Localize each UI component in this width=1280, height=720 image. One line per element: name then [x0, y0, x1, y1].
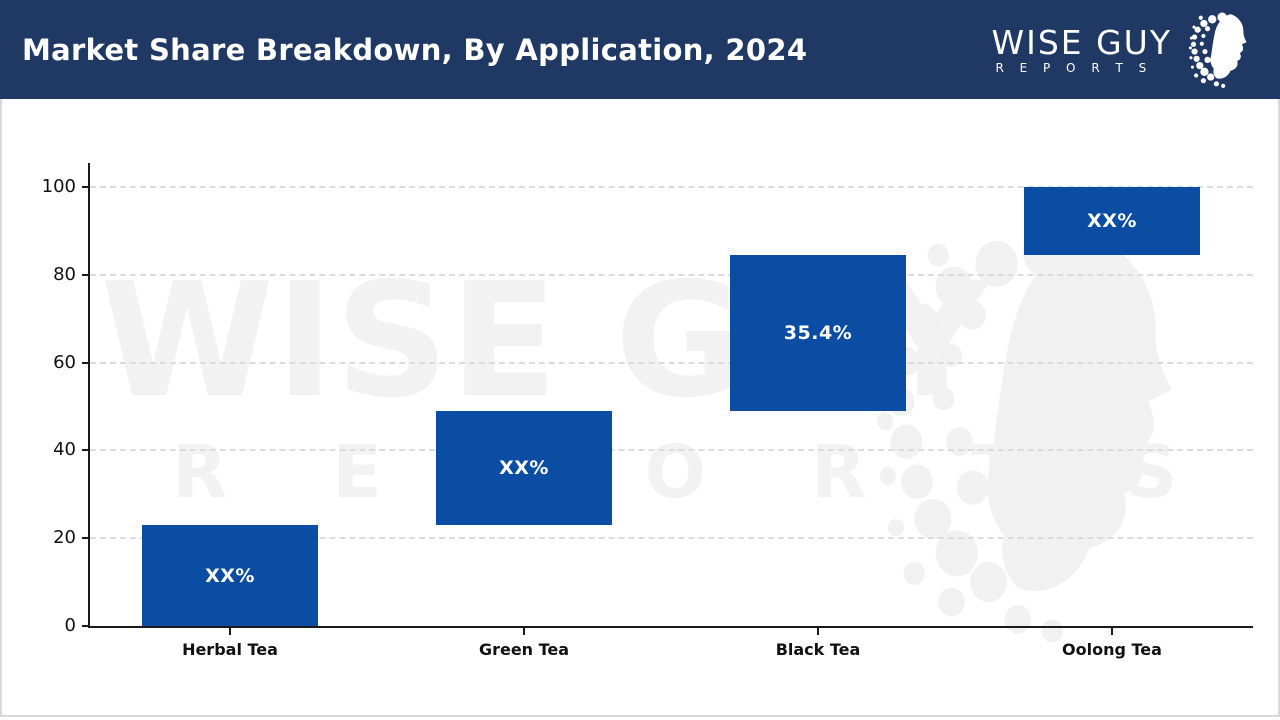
- bar-segment: XX%: [1024, 187, 1200, 256]
- y-axis-line: [88, 163, 90, 628]
- page-title: Market Share Breakdown, By Application, …: [22, 32, 808, 67]
- x-category-label: Black Tea: [775, 640, 861, 659]
- brand-logo-text: WISE GUY R E P O R T S: [991, 26, 1172, 74]
- y-tick-label: 0: [64, 615, 76, 636]
- y-tick-label: 80: [53, 263, 76, 285]
- y-tick-label: 20: [53, 527, 76, 549]
- y-tick-mark: [82, 625, 90, 627]
- x-tick-mark: [817, 628, 819, 635]
- grid-line: [90, 273, 1253, 276]
- y-tick-mark: [82, 449, 90, 452]
- bar-segment: XX%: [142, 525, 318, 626]
- y-tick-mark: [82, 273, 90, 276]
- bar-value-label: XX%: [205, 564, 255, 587]
- brand-subtitle: R E P O R T S: [995, 60, 1153, 75]
- y-tick-mark: [82, 186, 90, 188]
- brand-head-icon: [1188, 12, 1247, 88]
- grid-line: [90, 537, 1253, 540]
- y-tick-label: 100: [41, 176, 76, 197]
- bar-segment: 35.4%: [730, 255, 906, 411]
- y-tick-mark: [82, 537, 90, 540]
- x-tick-mark: [229, 628, 231, 635]
- bar-segment: XX%: [436, 410, 612, 525]
- x-category-label: Herbal Tea: [182, 640, 278, 659]
- y-tick-mark: [82, 361, 90, 364]
- x-tick-mark: [523, 628, 525, 635]
- grid-line: [90, 361, 1253, 364]
- x-axis-line: [88, 626, 1253, 628]
- grid-line: [90, 449, 1253, 452]
- x-category-label: Oolong Tea: [1062, 640, 1162, 659]
- x-category-label: Green Tea: [478, 640, 570, 659]
- y-tick-label: 60: [53, 351, 76, 373]
- bar-value-label: XX%: [1087, 210, 1137, 233]
- bar-value-label: 35.4%: [783, 322, 853, 345]
- y-tick-label: 40: [53, 439, 76, 461]
- grid-line: [90, 186, 1253, 188]
- brand-name: WISE GUY: [991, 22, 1172, 62]
- brand-logo: WISE GUY R E P O R T S: [991, 11, 1262, 89]
- x-tick-mark: [1111, 628, 1113, 635]
- bar-value-label: XX%: [499, 456, 549, 479]
- header-bar: Market Share Breakdown, By Application, …: [0, 0, 1280, 99]
